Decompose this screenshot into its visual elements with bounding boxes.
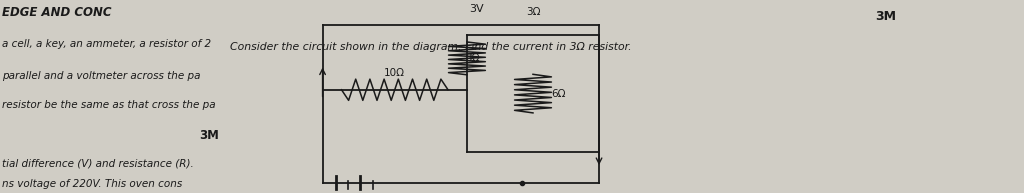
Text: 3Ω: 3Ω (465, 53, 479, 63)
Text: tial difference (V) and resistance (R).: tial difference (V) and resistance (R). (2, 158, 194, 168)
Text: 3V: 3V (469, 4, 483, 14)
Text: a cell, a key, an ammeter, a resistor of 2: a cell, a key, an ammeter, a resistor of… (2, 39, 211, 49)
Text: 6Ω: 6Ω (551, 89, 566, 99)
Text: 3M: 3M (200, 129, 219, 142)
Text: resistor be the same as that cross the pa: resistor be the same as that cross the p… (2, 100, 216, 110)
Text: parallel and a voltmeter across the pa: parallel and a voltmeter across the pa (2, 71, 201, 81)
Text: ns voltage of 220V. This oven cons: ns voltage of 220V. This oven cons (2, 179, 182, 190)
Text: 3M: 3M (876, 10, 897, 23)
Text: EDGE AND CONC: EDGE AND CONC (2, 6, 112, 19)
Text: 10Ω: 10Ω (384, 68, 406, 78)
Text: Consider the circuit shown in the diagram. Find the current in 3Ω resistor.: Consider the circuit shown in the diagra… (230, 42, 632, 52)
Text: 3Ω: 3Ω (525, 7, 541, 17)
